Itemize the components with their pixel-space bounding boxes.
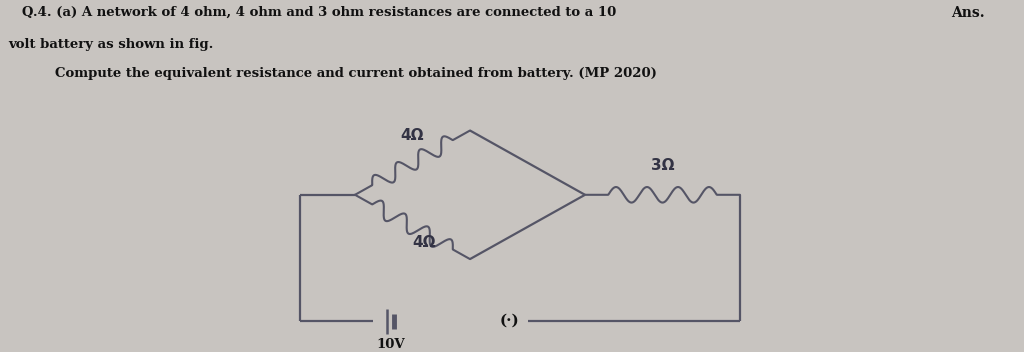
Text: 4Ω: 4Ω [413,235,436,250]
Text: Compute the equivalent resistance and current obtained from battery. (MP 2020): Compute the equivalent resistance and cu… [55,67,656,80]
Text: 10V: 10V [377,338,406,351]
Text: volt battery as shown in fig.: volt battery as shown in fig. [8,38,213,51]
Text: (·): (·) [500,313,520,327]
Text: Ans.: Ans. [951,6,985,20]
Text: Q.4. (a) A network of 4 ohm, 4 ohm and 3 ohm resistances are connected to a 10: Q.4. (a) A network of 4 ohm, 4 ohm and 3… [22,6,616,19]
Text: 4Ω: 4Ω [400,128,424,143]
Text: 3Ω: 3Ω [650,158,674,174]
